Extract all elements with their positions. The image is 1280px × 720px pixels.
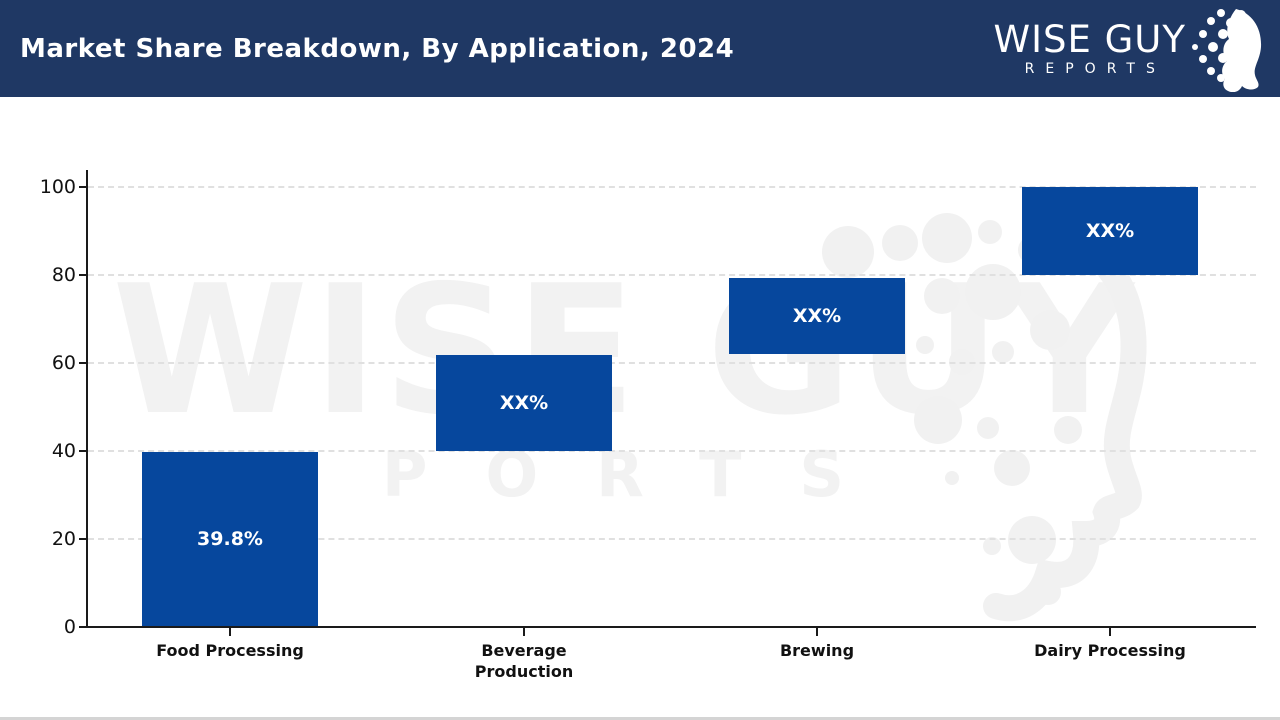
x-category-label: Dairy Processing [990,640,1230,661]
y-axis-tick [79,450,87,452]
grid-line [88,538,1256,540]
bar: XX% [729,278,905,355]
x-axis-tick [1109,628,1111,636]
bar-value-label: XX% [499,392,549,415]
logo-reports-text: REPORTS [1024,60,1166,77]
x-axis-line [86,626,1256,629]
brand-logo: WISE GUY REPORTS [994,6,1280,92]
y-axis-tick [79,626,87,628]
logo-head-icon [1192,8,1262,92]
x-category-label: Food Processing [110,640,350,661]
bar-value-label: XX% [792,305,842,328]
y-tick-label: 0 [63,616,76,638]
x-axis-tick [229,628,231,636]
y-axis-tick [79,186,87,188]
x-category-label: Brewing [697,640,937,661]
y-axis-tick [79,538,87,540]
grid-line [88,450,1256,452]
y-axis-line [86,170,89,628]
watermark-reports: PORTS [382,438,903,511]
grid-line [88,186,1256,188]
x-category-label-line: Brewing [779,641,855,660]
grid-line [88,274,1256,276]
bar: 39.8% [142,451,318,627]
y-tick-label: 80 [51,264,76,286]
x-category-label-line: Food Processing [156,641,304,660]
x-axis-tick [816,628,818,636]
x-axis-tick [523,628,525,636]
x-category-label-line: Beverage [481,641,567,660]
y-tick-label: 40 [51,440,76,462]
x-category-label-line: Production [474,662,574,681]
bar: XX% [1022,187,1198,275]
y-tick-label: 20 [51,528,76,550]
header-bar: Market Share Breakdown, By Application, … [0,0,1280,97]
y-axis-tick [79,274,87,276]
bar-value-label: 39.8% [197,528,263,551]
y-tick-label: 100 [39,176,76,198]
bar: XX% [436,355,612,451]
bar-value-label: XX% [1085,220,1135,242]
y-axis-tick [79,362,87,364]
page-title: Market Share Breakdown, By Application, … [20,33,735,64]
logo-wiseguy-text: WISE GUY [993,17,1186,61]
grid-line [88,362,1256,364]
bottom-border [0,717,1280,720]
y-tick-label: 60 [51,352,76,374]
x-category-label-line: Dairy Processing [1034,641,1186,660]
x-category-label: Beverage Production [404,640,644,682]
